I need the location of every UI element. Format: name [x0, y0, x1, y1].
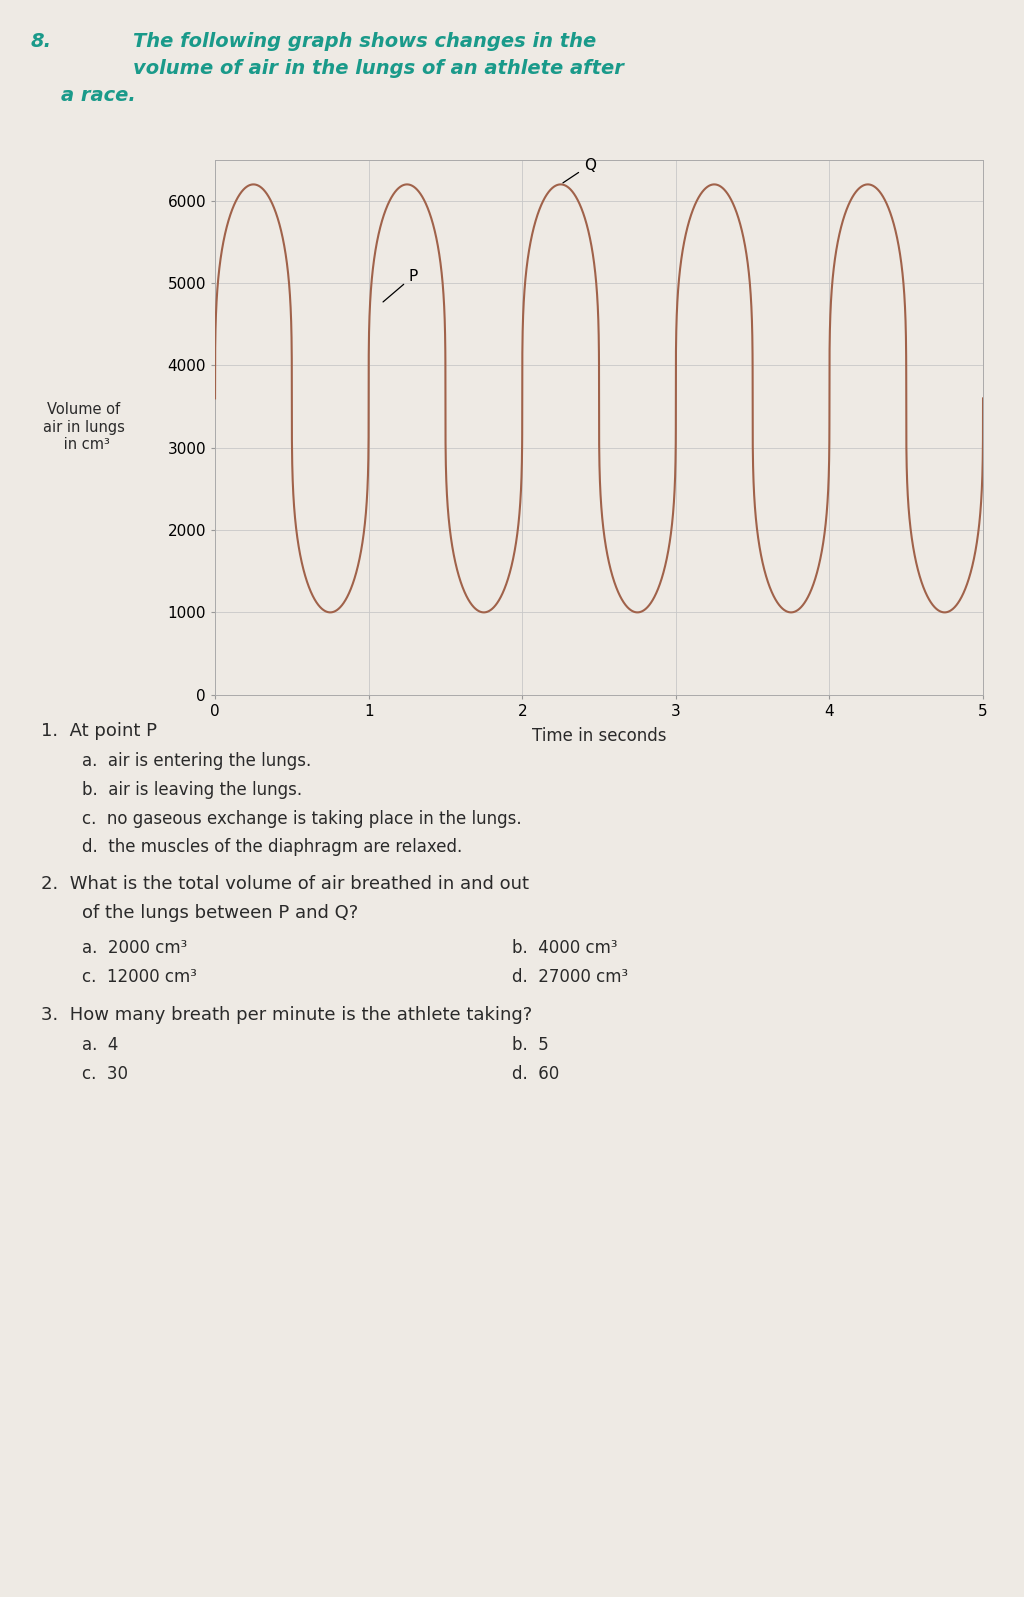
Text: Q: Q: [563, 158, 596, 182]
Text: c.  12000 cm³: c. 12000 cm³: [82, 968, 197, 985]
X-axis label: Time in seconds: Time in seconds: [531, 727, 667, 746]
Text: d.  60: d. 60: [512, 1065, 559, 1083]
Text: a.  2000 cm³: a. 2000 cm³: [82, 939, 187, 957]
Text: volume of air in the lungs of an athlete after: volume of air in the lungs of an athlete…: [133, 59, 624, 78]
Text: d.  27000 cm³: d. 27000 cm³: [512, 968, 628, 985]
Text: c.  no gaseous exchange is taking place in the lungs.: c. no gaseous exchange is taking place i…: [82, 810, 521, 827]
Y-axis label: Volume of
air in lungs
 in cm³: Volume of air in lungs in cm³: [43, 402, 125, 452]
Text: of the lungs between P and Q?: of the lungs between P and Q?: [82, 904, 358, 921]
Text: 2.  What is the total volume of air breathed in and out: 2. What is the total volume of air breat…: [41, 875, 529, 893]
Text: P: P: [383, 268, 418, 302]
Text: b.  air is leaving the lungs.: b. air is leaving the lungs.: [82, 781, 302, 798]
Text: 3.  How many breath per minute is the athlete taking?: 3. How many breath per minute is the ath…: [41, 1006, 532, 1024]
Text: 1.  At point P: 1. At point P: [41, 722, 157, 739]
Text: a.  4: a. 4: [82, 1036, 119, 1054]
Text: a.  air is entering the lungs.: a. air is entering the lungs.: [82, 752, 311, 770]
Text: b.  5: b. 5: [512, 1036, 549, 1054]
Text: d.  the muscles of the diaphragm are relaxed.: d. the muscles of the diaphragm are rela…: [82, 838, 462, 856]
Text: 8.: 8.: [31, 32, 52, 51]
Text: The following graph shows changes in the: The following graph shows changes in the: [133, 32, 596, 51]
Text: a race.: a race.: [61, 86, 136, 105]
Text: b.  4000 cm³: b. 4000 cm³: [512, 939, 617, 957]
Text: c.  30: c. 30: [82, 1065, 128, 1083]
